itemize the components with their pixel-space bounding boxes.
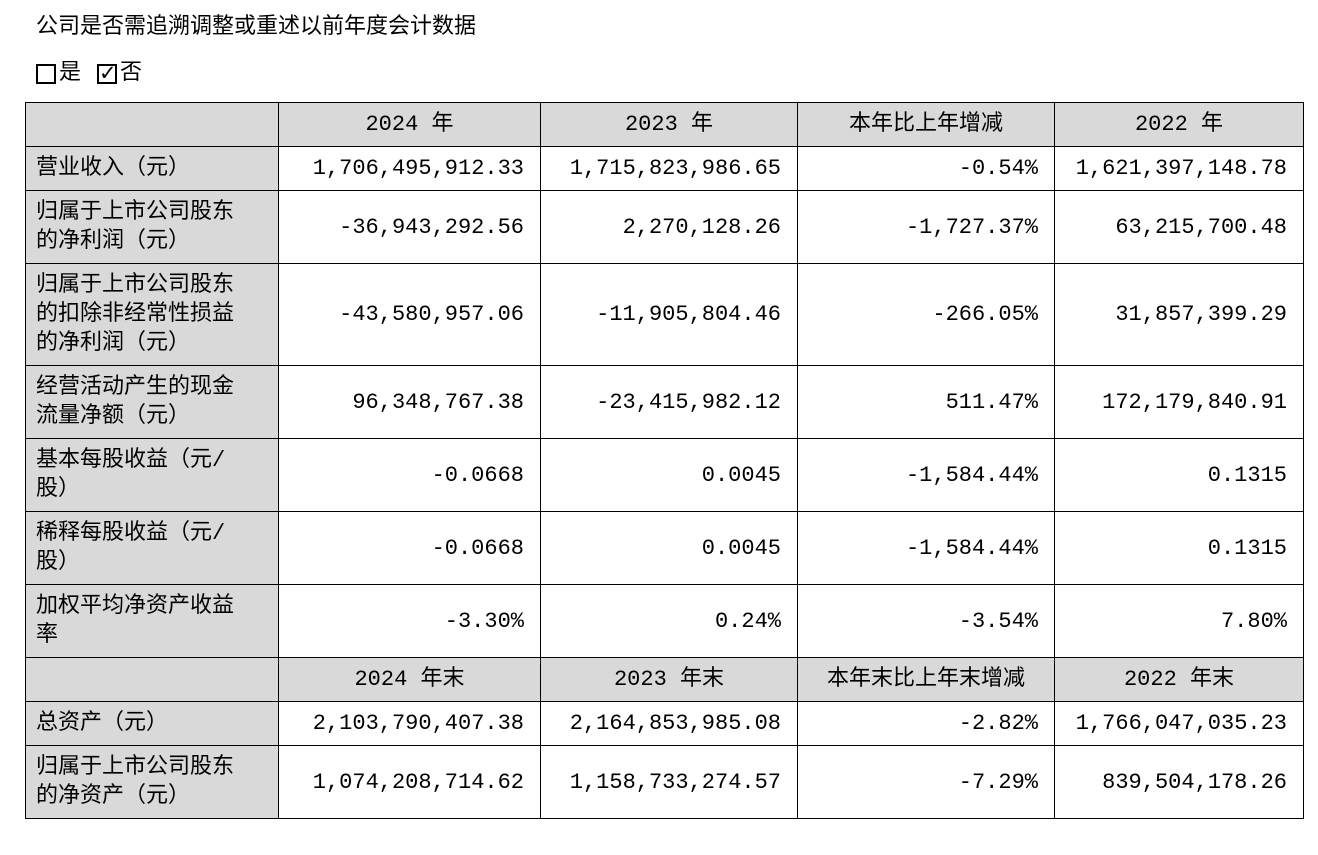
value-cell: -7.29% <box>797 745 1055 819</box>
value-cell: -36,943,292.56 <box>278 190 541 264</box>
value-cell: -23,415,982.12 <box>540 365 798 439</box>
option-yes[interactable]: 是 <box>36 59 81 88</box>
column-header-2024-eoy: 2024 年末 <box>278 657 541 702</box>
value-cell: 839,504,178.26 <box>1054 745 1304 819</box>
corner-header-cell <box>25 657 279 702</box>
value-cell: 0.0045 <box>540 511 798 585</box>
yes-no-options: 是 否 <box>36 59 1318 88</box>
value-cell: 1,766,047,035.23 <box>1054 701 1304 746</box>
row-label: 基本每股收益（元/股） <box>25 438 279 512</box>
row-label: 归属于上市公司股东的净资产（元） <box>25 745 279 819</box>
value-cell: 1,715,823,986.65 <box>540 146 798 191</box>
column-header-2023: 2023 年 <box>540 102 798 147</box>
row-label: 归属于上市公司股东的扣除非经常性损益的净利润（元） <box>25 263 279 366</box>
value-cell: 2,270,128.26 <box>540 190 798 264</box>
value-cell: 0.24% <box>540 584 798 658</box>
row-label: 归属于上市公司股东的净利润（元） <box>25 190 279 264</box>
value-cell: 31,857,399.29 <box>1054 263 1304 366</box>
value-cell: 172,179,840.91 <box>1054 365 1304 439</box>
value-cell: -11,905,804.46 <box>540 263 798 366</box>
value-cell: -1,727.37% <box>797 190 1055 264</box>
option-yes-label: 是 <box>59 61 82 86</box>
value-cell: 7.80% <box>1054 584 1304 658</box>
value-cell: 96,348,767.38 <box>278 365 541 439</box>
row-diluted-eps: 稀释每股收益（元/股） -0.0668 0.0045 -1,584.44% 0.… <box>25 511 1304 585</box>
value-cell: 0.1315 <box>1054 511 1304 585</box>
corner-header-cell <box>25 102 279 147</box>
yes-checkbox-icon[interactable] <box>36 63 56 84</box>
row-label: 总资产（元） <box>25 701 279 746</box>
value-cell: -2.82% <box>797 701 1055 746</box>
row-net-profit-deducted: 归属于上市公司股东的扣除非经常性损益的净利润（元） -43,580,957.06… <box>25 263 1304 366</box>
value-cell: -0.0668 <box>278 511 541 585</box>
row-label: 营业收入（元） <box>25 146 279 191</box>
value-cell: -1,584.44% <box>797 511 1055 585</box>
value-cell: 2,103,790,407.38 <box>278 701 541 746</box>
financial-summary-table: 2024 年 2023 年 本年比上年增减 2022 年 营业收入（元） 1,7… <box>25 102 1304 819</box>
value-cell: 63,215,700.48 <box>1054 190 1304 264</box>
value-cell: -0.54% <box>797 146 1055 191</box>
no-checkbox-icon[interactable] <box>97 59 118 88</box>
eoy-header-row: 2024 年末 2023 年末 本年末比上年末增减 2022 年末 <box>25 657 1304 702</box>
column-header-eoy-change: 本年末比上年末增减 <box>797 657 1055 702</box>
value-cell: -43,580,957.06 <box>278 263 541 366</box>
row-revenue: 营业收入（元） 1,706,495,912.33 1,715,823,986.6… <box>25 146 1304 191</box>
column-header-2024: 2024 年 <box>278 102 541 147</box>
column-header-2023-eoy: 2023 年末 <box>540 657 798 702</box>
row-basic-eps: 基本每股收益（元/股） -0.0668 0.0045 -1,584.44% 0.… <box>25 438 1304 512</box>
value-cell: -266.05% <box>797 263 1055 366</box>
row-label: 加权平均净资产收益率 <box>25 584 279 658</box>
question-text: 公司是否需追溯调整或重述以前年度会计数据 <box>36 15 477 40</box>
value-cell: -3.30% <box>278 584 541 658</box>
value-cell: 1,074,208,714.62 <box>278 745 541 819</box>
value-cell: -1,584.44% <box>797 438 1055 512</box>
row-label: 经营活动产生的现金流量净额（元） <box>25 365 279 439</box>
row-operating-cash-flow: 经营活动产生的现金流量净额（元） 96,348,767.38 -23,415,9… <box>25 365 1304 439</box>
value-cell: 511.47% <box>797 365 1055 439</box>
column-header-2022: 2022 年 <box>1054 102 1304 147</box>
row-weighted-avg-roe: 加权平均净资产收益率 -3.30% 0.24% -3.54% 7.80% <box>25 584 1304 658</box>
value-cell: 1,158,733,274.57 <box>540 745 798 819</box>
row-total-assets: 总资产（元） 2,103,790,407.38 2,164,853,985.08… <box>25 701 1304 746</box>
value-cell: -3.54% <box>797 584 1055 658</box>
value-cell: 0.1315 <box>1054 438 1304 512</box>
annual-header-row: 2024 年 2023 年 本年比上年增减 2022 年 <box>25 102 1304 147</box>
value-cell: 2,164,853,985.08 <box>540 701 798 746</box>
value-cell: 1,621,397,148.78 <box>1054 146 1304 191</box>
value-cell: 1,706,495,912.33 <box>278 146 541 191</box>
row-label: 稀释每股收益（元/股） <box>25 511 279 585</box>
option-no[interactable]: 否 <box>97 59 142 88</box>
column-header-2022-eoy: 2022 年末 <box>1054 657 1304 702</box>
column-header-yoy-change: 本年比上年增减 <box>797 102 1055 147</box>
value-cell: -0.0668 <box>278 438 541 512</box>
option-no-label: 否 <box>120 61 143 86</box>
row-net-profit: 归属于上市公司股东的净利润（元） -36,943,292.56 2,270,12… <box>25 190 1304 264</box>
value-cell: 0.0045 <box>540 438 798 512</box>
row-net-assets: 归属于上市公司股东的净资产（元） 1,074,208,714.62 1,158,… <box>25 745 1304 819</box>
